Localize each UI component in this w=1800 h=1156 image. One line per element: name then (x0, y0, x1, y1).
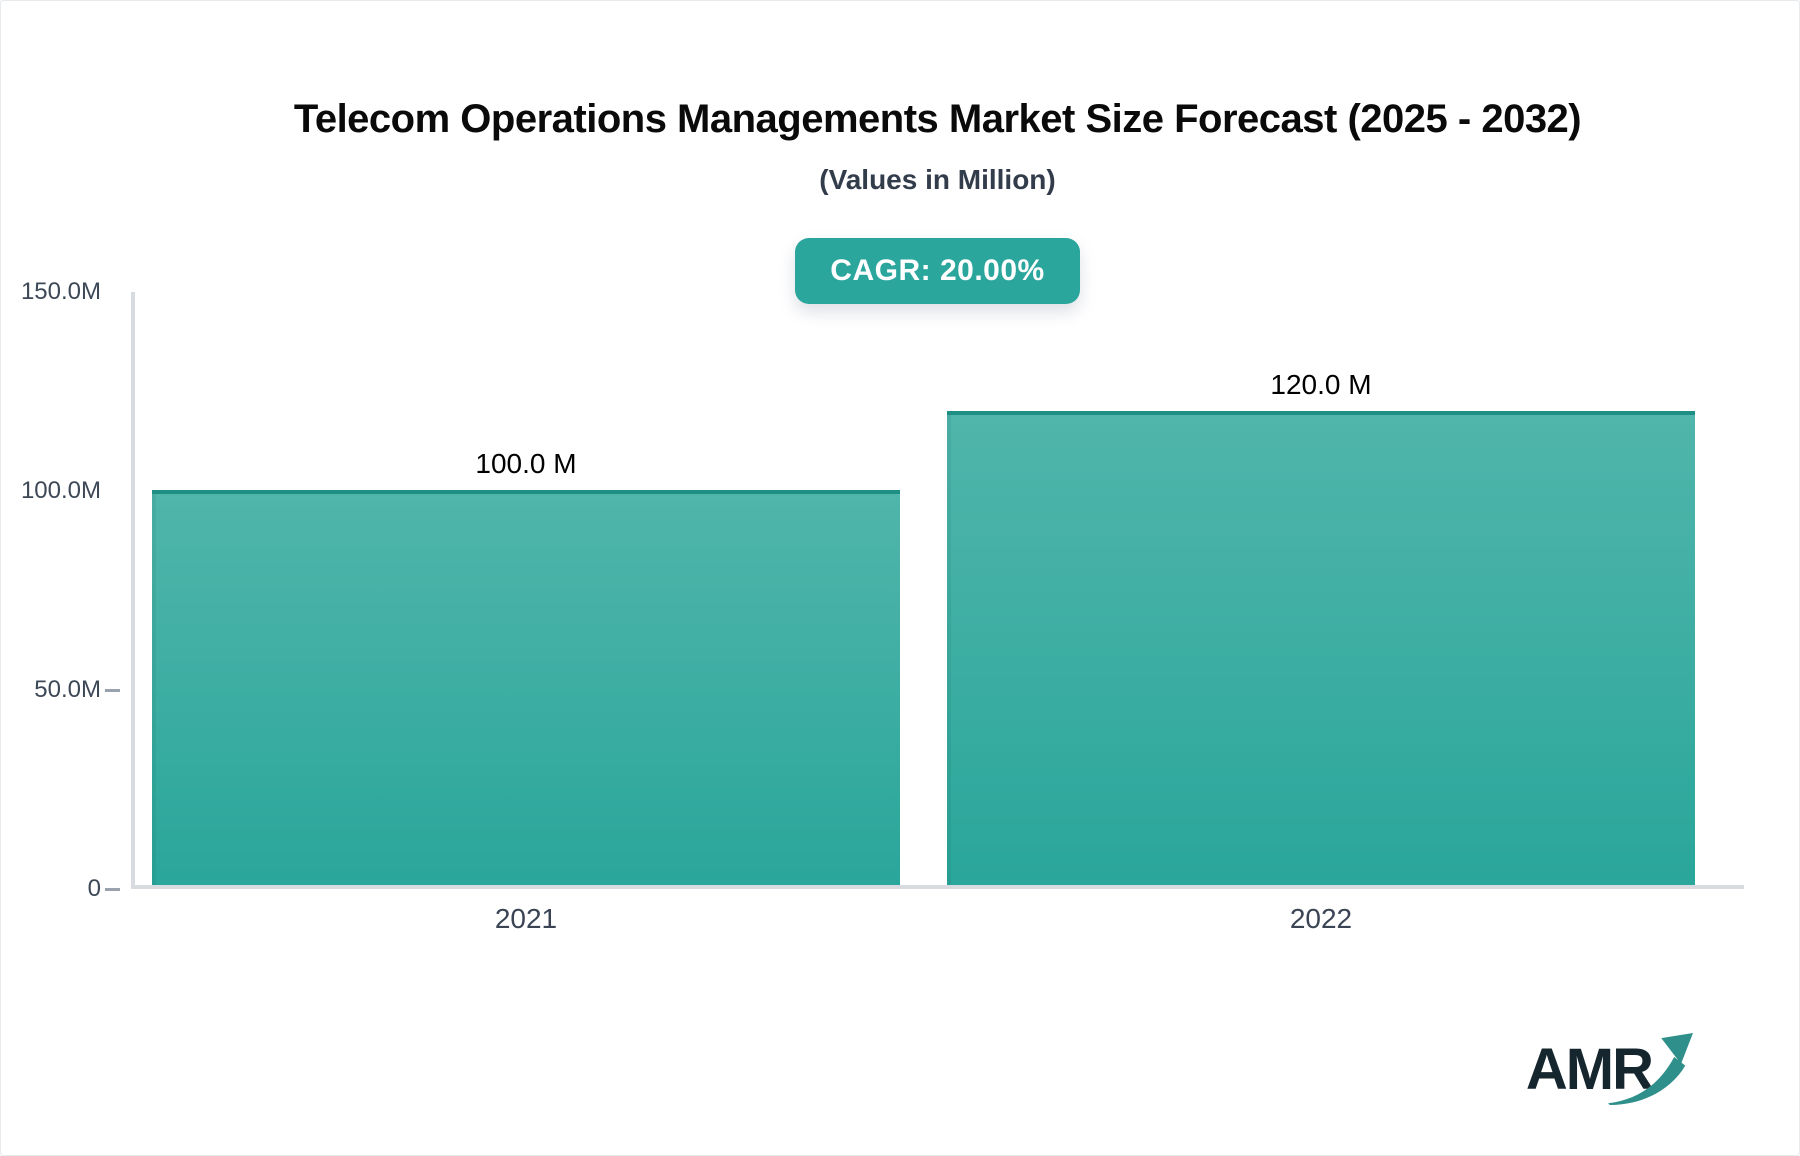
chart-header: Telecom Operations Managements Market Si… (131, 1, 1744, 304)
plot-area: 100.0 M 120.0 M (131, 292, 1744, 889)
bar-2022[interactable] (947, 410, 1695, 885)
logo-text: AMR (1525, 1037, 1654, 1102)
bars-row: 100.0 M 120.0 M (152, 292, 1695, 885)
bar-2021[interactable] (152, 489, 900, 885)
bar-group-2021: 100.0 M (152, 448, 900, 885)
cagr-badge: CAGR: 20.00% (795, 238, 1080, 304)
y-axis-label: 50.0M (34, 676, 101, 703)
trend-up-arrow-icon (1608, 1033, 1693, 1105)
y-axis-tick (105, 888, 120, 891)
y-axis-label: 100.0M (20, 477, 101, 504)
x-axis-label-2021: 2021 (494, 903, 558, 934)
bar-value-label: 100.0 M (475, 447, 577, 479)
y-axis-tick (105, 689, 120, 692)
x-axis-line (131, 885, 1744, 889)
amr-logo: AMR (1526, 1033, 1694, 1105)
chart-title: Telecom Operations Managements Market Si… (293, 97, 1582, 141)
y-axis-label: 150.0M (20, 278, 101, 305)
chart-subtitle: (Values in Million) (819, 164, 1056, 195)
y-axis-line (131, 292, 135, 889)
y-axis-label: 0 (87, 875, 101, 902)
bar-value-label: 120.0 M (1270, 368, 1372, 400)
bar-group-2022: 120.0 M (947, 369, 1695, 885)
x-axis-label-2022: 2022 (1289, 903, 1353, 934)
x-axis-labels: 2021 2022 (152, 903, 1695, 935)
y-axis-labels: 150.0M 100.0M 50.0M 0 (1, 278, 120, 902)
